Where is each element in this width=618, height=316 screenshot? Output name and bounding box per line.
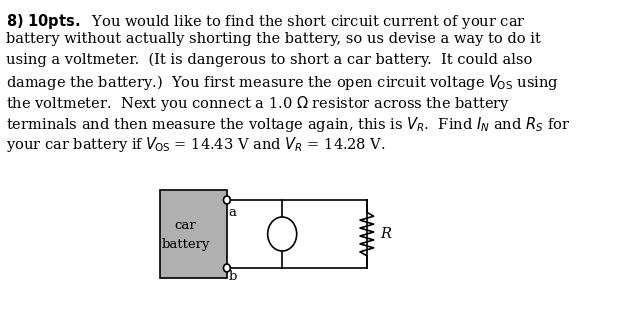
Text: $\mathbf{8)\ 10pts.}$  You would like to find the short circuit current of your : $\mathbf{8)\ 10pts.}$ You would like to … <box>6 12 526 31</box>
Text: +: + <box>276 221 287 235</box>
Text: your car battery if $V_{\!\mathrm{OS}}$ = 14.43 V and $V_R$ = 14.28 V.: your car battery if $V_{\!\mathrm{OS}}$ … <box>6 135 386 154</box>
Text: battery without actually shorting the battery, so us devise a way to do it: battery without actually shorting the ba… <box>6 33 541 46</box>
Circle shape <box>224 264 231 272</box>
Text: V: V <box>277 230 288 244</box>
Circle shape <box>268 217 297 251</box>
FancyBboxPatch shape <box>161 190 227 278</box>
Circle shape <box>224 196 231 204</box>
Text: R: R <box>381 227 391 241</box>
Text: car: car <box>175 219 197 232</box>
Text: damage the battery.)  You first measure the open circuit voltage $V_{\!\mathrm{O: damage the battery.) You first measure t… <box>6 74 559 93</box>
Text: terminals and then measure the voltage again, this is $V_R$.  Find $I_N$ and $R_: terminals and then measure the voltage a… <box>6 114 570 133</box>
Text: b: b <box>229 270 237 283</box>
Text: using a voltmeter.  (It is dangerous to short a car battery.  It could also: using a voltmeter. (It is dangerous to s… <box>6 53 532 67</box>
Text: a: a <box>229 206 237 219</box>
Text: the voltmeter.  Next you connect a 1.0 $\Omega$ resistor across the battery: the voltmeter. Next you connect a 1.0 $\… <box>6 94 510 113</box>
Text: battery: battery <box>161 238 210 251</box>
